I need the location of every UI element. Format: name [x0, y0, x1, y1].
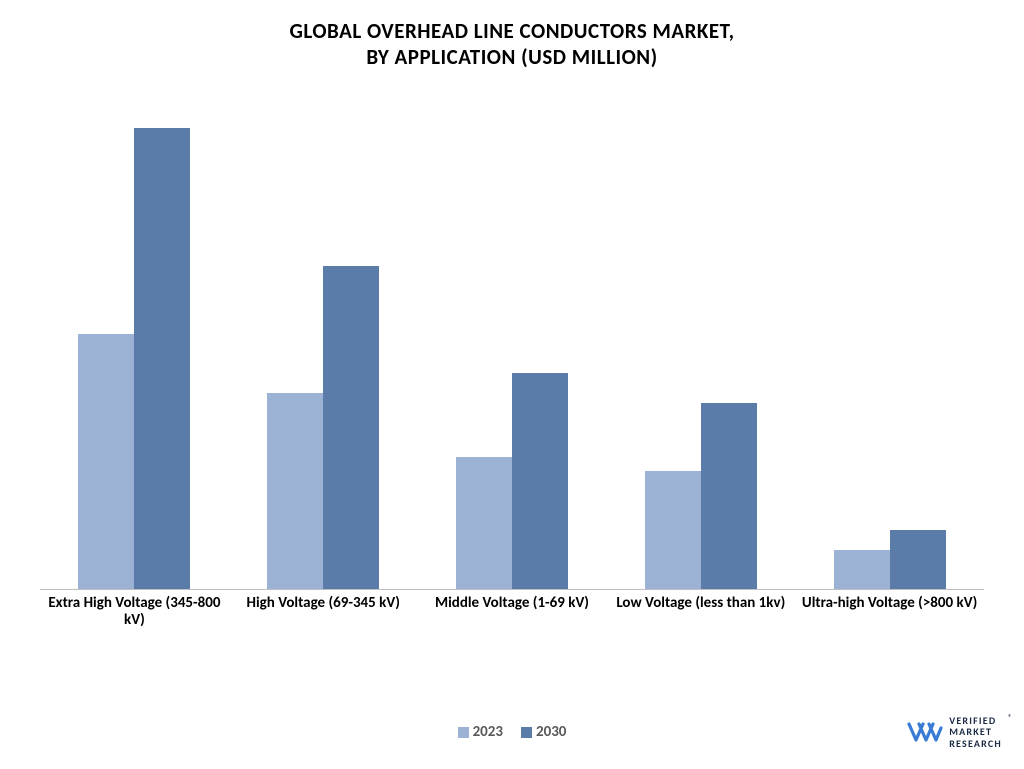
title-line-2: BY APPLICATION (USD MILLION): [0, 44, 1024, 70]
chart-title: GLOBAL OVERHEAD LINE CONDUCTORS MARKET, …: [0, 0, 1024, 70]
bar-group: [418, 373, 607, 589]
x-axis-label: Low Voltage (less than 1kv): [606, 595, 795, 612]
x-axis-label: Ultra-high Voltage (>800 kV): [795, 595, 984, 612]
x-axis-labels: Extra High Voltage (345-800 kV)High Volt…: [40, 595, 984, 635]
legend-label-2023: 2023: [473, 723, 503, 741]
watermark-line3: RESEARCH: [949, 738, 1002, 750]
watermark-line2: MARKET: [949, 726, 1002, 738]
bar-group: [795, 530, 984, 589]
x-axis-label: Extra High Voltage (345-800 kV): [40, 595, 229, 630]
legend-swatch-2030: [521, 727, 532, 738]
bar: [890, 530, 946, 589]
bar: [323, 266, 379, 589]
watermark-text: VERIFIED MARKET RESEARCH: [949, 715, 1002, 750]
legend: 2023 2030: [0, 723, 1024, 741]
bar: [78, 334, 134, 589]
registered-mark: ®: [1008, 713, 1012, 723]
bar: [645, 471, 701, 589]
chart-area: Extra High Voltage (345-800 kV)High Volt…: [40, 100, 984, 630]
bar-group: [229, 266, 418, 589]
legend-swatch-2023: [458, 727, 469, 738]
bar: [267, 393, 323, 589]
bar-group: [606, 403, 795, 589]
bar: [456, 457, 512, 589]
legend-item-2023: 2023: [458, 723, 503, 741]
x-axis-label: High Voltage (69-345 kV): [229, 595, 418, 612]
bar: [701, 403, 757, 589]
bar: [834, 550, 890, 589]
bar: [134, 128, 190, 589]
x-axis-label: Middle Voltage (1-69 kV): [418, 595, 607, 612]
bar: [512, 373, 568, 589]
legend-label-2030: 2030: [536, 723, 566, 741]
bar-group: [40, 128, 229, 589]
title-line-1: GLOBAL OVERHEAD LINE CONDUCTORS MARKET,: [0, 18, 1024, 44]
legend-item-2030: 2030: [521, 723, 566, 741]
vmr-logo-icon: [907, 718, 943, 746]
watermark: VERIFIED MARKET RESEARCH ®: [907, 715, 1012, 750]
plot-region: [40, 100, 984, 590]
